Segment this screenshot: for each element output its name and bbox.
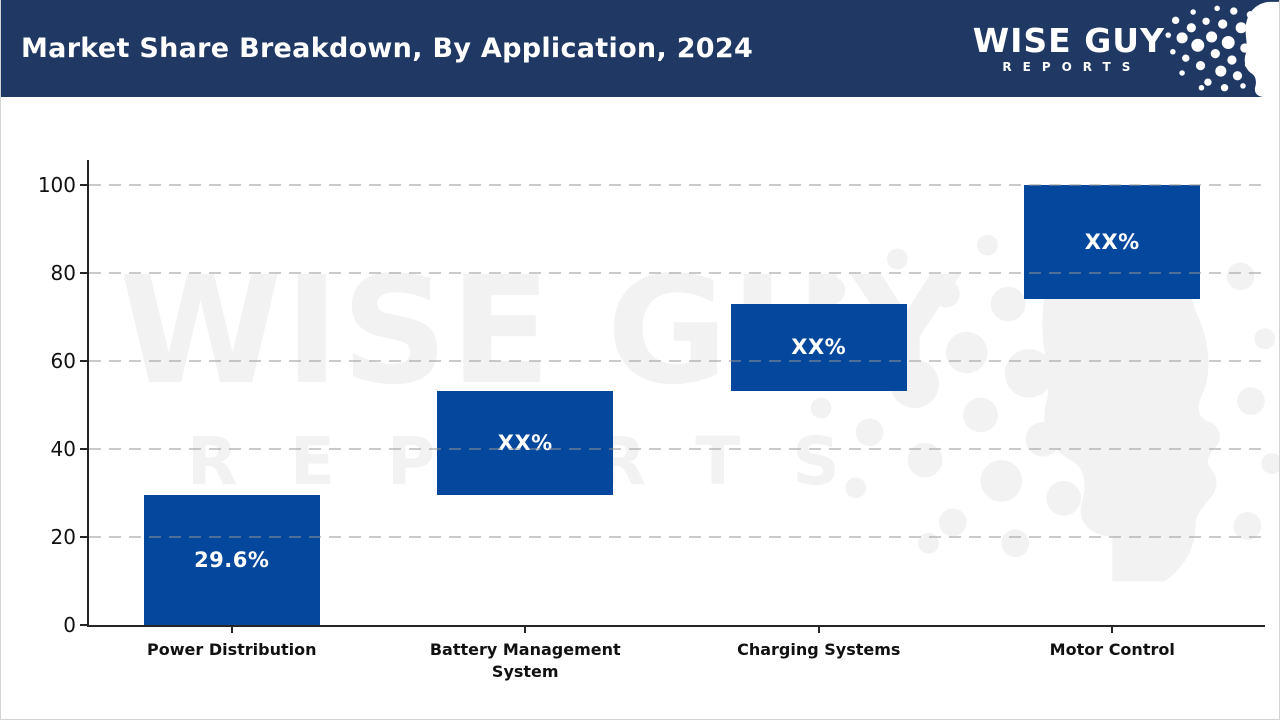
x-tick-mark <box>817 627 820 633</box>
y-axis-line <box>87 160 89 626</box>
waterfall-bar: XX% <box>437 390 614 495</box>
category-label: Charging Systems <box>737 640 901 659</box>
chart-area: WISE GUY REPORTS <box>1 97 1279 719</box>
gridline <box>89 536 1263 538</box>
logo-subtext: REPORTS <box>1002 60 1142 74</box>
logo-text: WISE GUY REPORTS <box>973 24 1165 73</box>
bar-value-label: XX% <box>497 430 553 455</box>
y-tick-mark <box>80 448 88 450</box>
y-tick-mark <box>80 184 88 186</box>
plot-area: 29.6% XX% XX% XX% 0 20 40 60 80 100 Power Distribu… <box>1 97 1279 719</box>
wiseguy-logo: WISE GUY REPORTS <box>973 0 1279 97</box>
y-tick-label: 80 <box>50 261 76 285</box>
y-tick-mark <box>80 272 88 274</box>
y-tick-label: 40 <box>50 437 76 461</box>
y-tick-mark <box>80 360 88 362</box>
category-label: Battery Management System <box>429 640 621 681</box>
x-tick-mark <box>524 627 527 633</box>
category-label: Motor Control <box>1049 640 1175 659</box>
y-tick-label: 20 <box>50 525 76 549</box>
category-label: Power Distribution <box>147 640 317 659</box>
bar-value-label: 29.6% <box>194 547 270 572</box>
gridline <box>89 272 1263 274</box>
y-tick-label: 60 <box>50 349 76 373</box>
wiseguy-face-icon <box>1165 1 1279 97</box>
logo-wordmark: WISE GUY <box>972 21 1165 60</box>
x-tick-mark <box>230 627 233 633</box>
y-tick-mark <box>80 624 88 626</box>
chart-title: Market Share Breakdown, By Application, … <box>21 33 754 64</box>
y-tick-label: 100 <box>37 173 76 197</box>
bar-value-label: XX% <box>1084 230 1140 255</box>
waterfall-bar: XX% <box>1024 185 1201 300</box>
bar-value-label: XX% <box>791 335 847 360</box>
gridline <box>89 360 1263 362</box>
header-bar: Market Share Breakdown, By Application, … <box>1 0 1279 97</box>
waterfall-bar: 29.6% <box>143 494 320 625</box>
x-tick-mark <box>1111 627 1114 633</box>
gridline <box>89 184 1263 186</box>
y-tick-label: 0 <box>63 613 76 637</box>
gridline <box>89 448 1263 450</box>
waterfall-bar: XX% <box>730 303 907 391</box>
x-axis-line <box>87 625 1265 627</box>
y-tick-mark <box>80 536 88 538</box>
